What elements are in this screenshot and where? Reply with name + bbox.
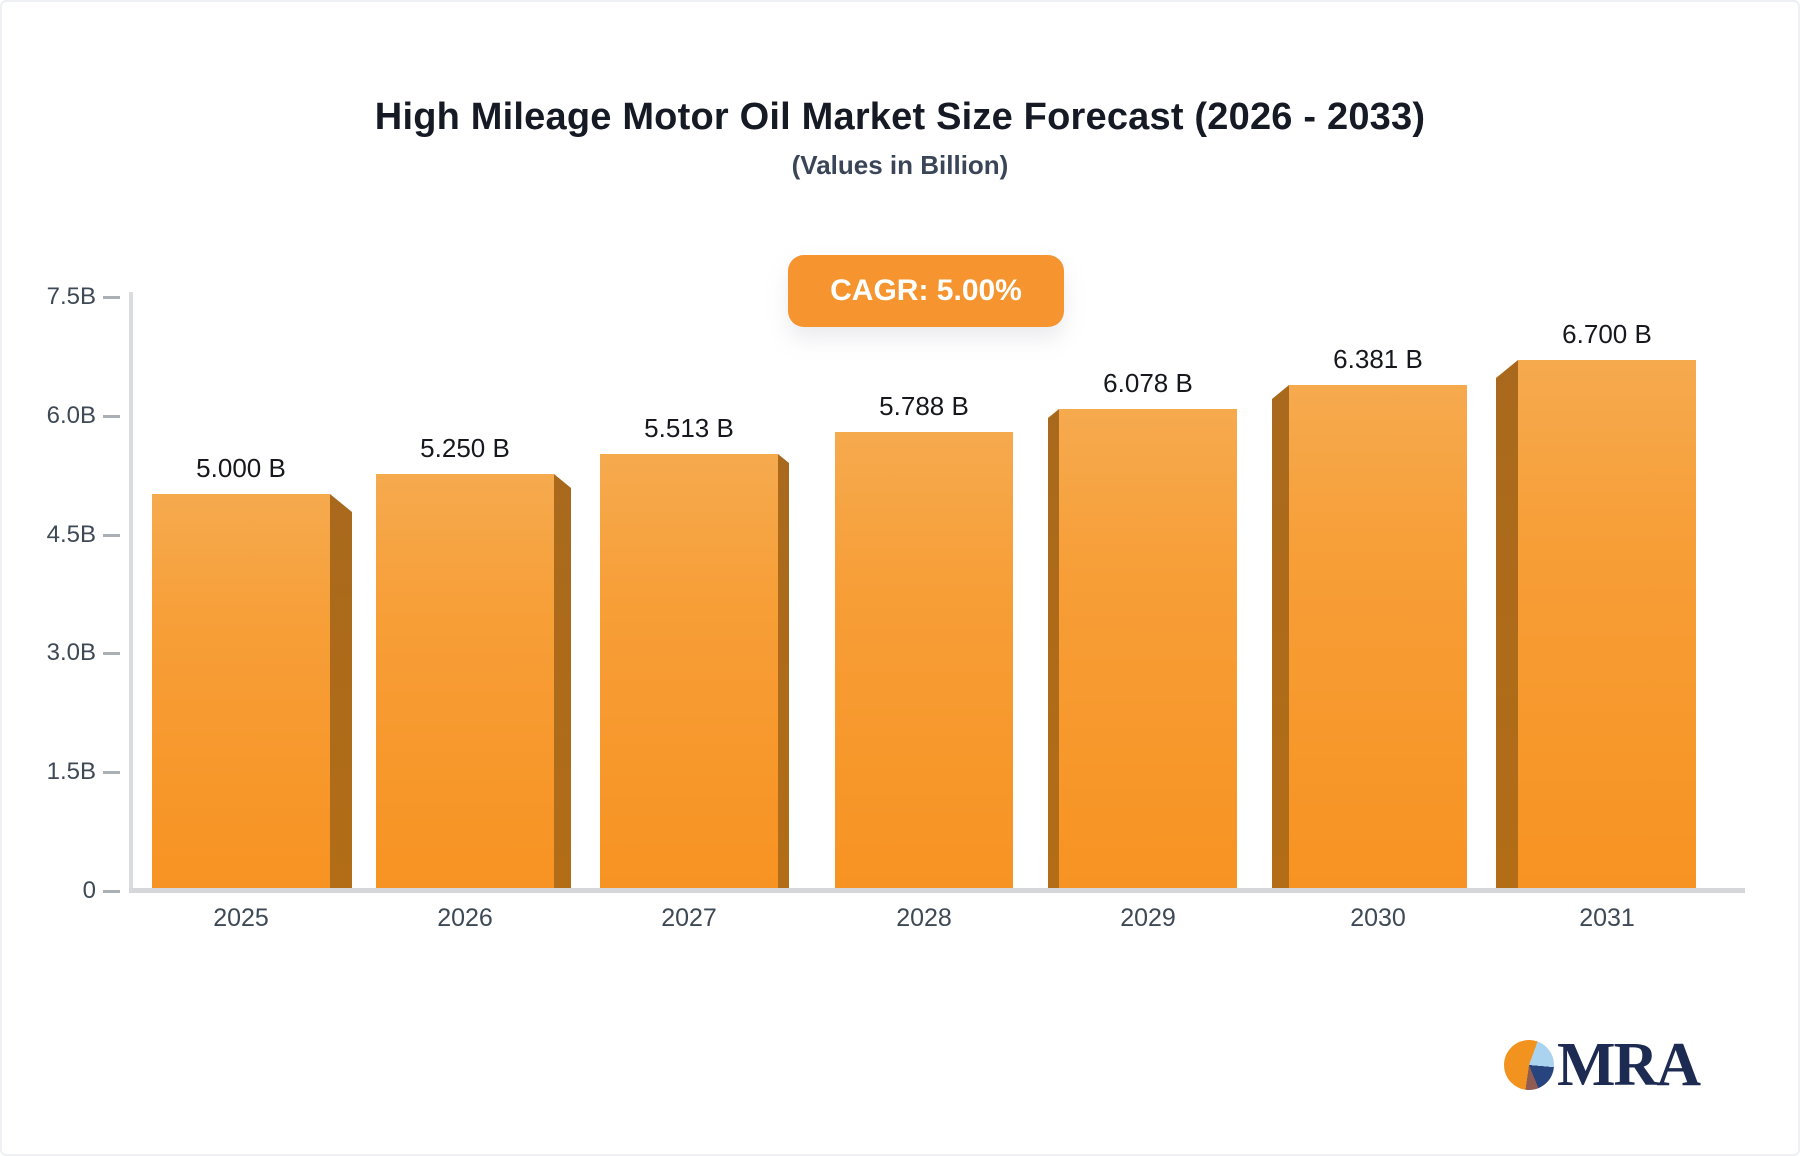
y-tick-mark [103, 414, 120, 418]
y-tick-label: 6.0B [46, 401, 96, 429]
x-axis-label: 2031 [1579, 904, 1635, 932]
bar-side-face [1048, 409, 1059, 888]
cagr-badge: CAGR: 5.00% [788, 255, 1064, 327]
bar-2029: 6.078 B [1048, 368, 1248, 888]
bar-value-label: 5.788 B [879, 391, 969, 421]
bar-side-face [554, 474, 571, 888]
chart-title: High Mileage Motor Oil Market Size Forec… [374, 96, 1426, 138]
bar-2026: 5.250 B [376, 433, 576, 888]
x-axis-label: 2028 [896, 904, 952, 932]
chart-subtitle: (Values in Billion) [791, 150, 1009, 180]
y-tick-label: 4.5B [46, 520, 96, 548]
y-tick-label: 3.0B [46, 639, 96, 667]
y-tick-label: 7.5B [46, 283, 96, 310]
bar-front-face [835, 432, 1013, 888]
y-tick-mark [103, 890, 120, 893]
bar-front-face [1059, 409, 1237, 888]
bar-side-face [778, 454, 789, 888]
bar-2030: 6.381 B [1272, 344, 1472, 888]
bar-side-face [330, 494, 352, 888]
bar-2028: 5.788 B [824, 391, 1024, 888]
y-tick-label: 0 [82, 877, 96, 904]
bar-value-label: 6.381 B [1333, 344, 1423, 374]
bar-value-label: 5.250 B [420, 433, 510, 463]
bar-value-label: 6.078 B [1103, 368, 1193, 398]
x-axis-label: 2025 [213, 904, 269, 932]
bar-value-label: 5.513 B [644, 413, 734, 443]
bar-front-face [376, 474, 554, 888]
y-tick-mark [103, 533, 120, 537]
logo-text: MRA [1557, 1031, 1701, 1099]
x-axis-label: 2030 [1350, 904, 1406, 932]
bar-front-face [152, 494, 330, 888]
y-tick-mark [103, 652, 120, 656]
y-tick-mark [103, 771, 120, 775]
x-axis-label: 2026 [437, 904, 493, 932]
bar-2027: 5.513 B [600, 413, 800, 888]
bar-value-label: 5.000 B [196, 453, 286, 483]
bar-front-face [1518, 360, 1696, 888]
x-axis-label: 2027 [661, 904, 717, 932]
bar-value-label: 6.700 B [1562, 319, 1652, 349]
bar-front-face [600, 454, 778, 888]
y-tick-label: 1.5B [46, 758, 96, 786]
y-tick-mark [103, 296, 120, 299]
pie-chart-logo-icon [1504, 1040, 1554, 1090]
bar-front-face [1289, 385, 1467, 888]
bar-side-face [1272, 385, 1289, 888]
bar-2025: 5.000 B [152, 453, 352, 888]
bar-side-face [1496, 360, 1518, 888]
logo: MRA [1504, 1031, 1701, 1099]
x-axis-line [129, 888, 1745, 893]
bar-2031: 6.700 B [1496, 319, 1696, 888]
x-axis-label: 2029 [1120, 904, 1176, 932]
y-axis-line [129, 292, 133, 893]
